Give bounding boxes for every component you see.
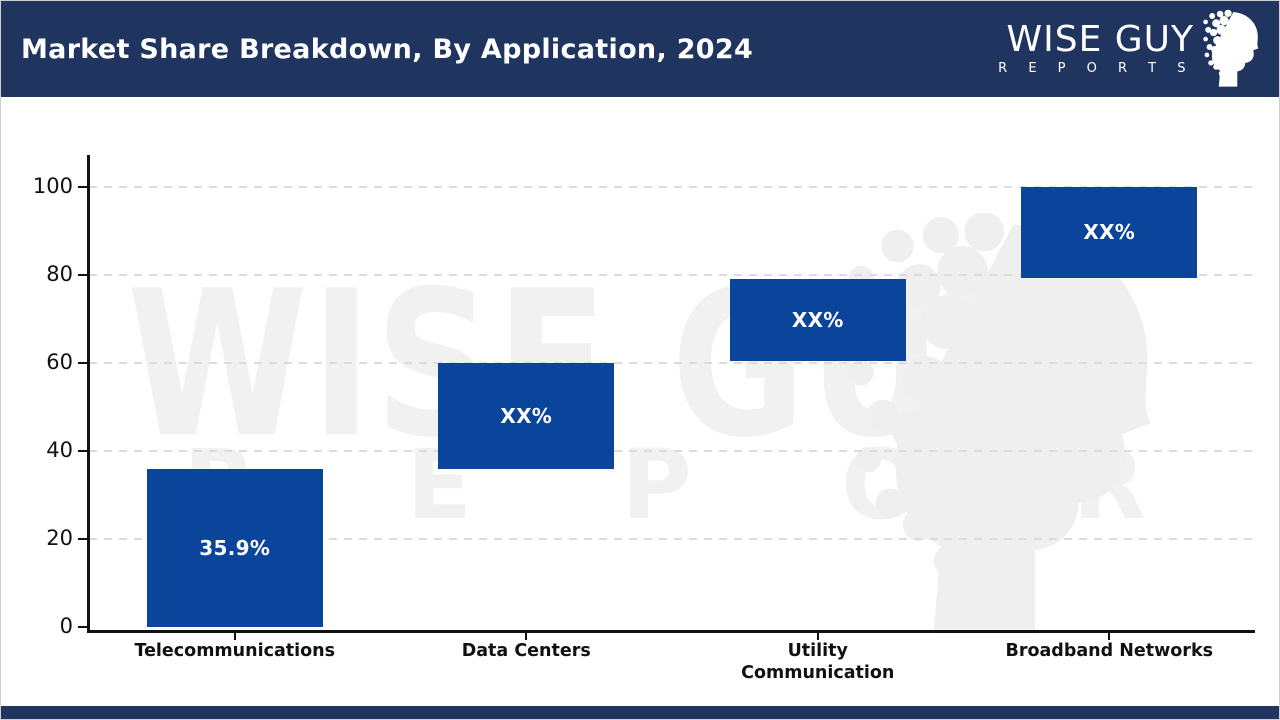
gridline (89, 450, 1255, 452)
gridline (89, 186, 1255, 188)
x-axis-tick (1108, 632, 1111, 640)
x-axis-tick (525, 632, 528, 640)
x-axis-tick (816, 632, 819, 640)
watermark-head-icon (848, 213, 1151, 634)
x-tick-label: Data Centers (461, 641, 591, 661)
header-bar: Market Share Breakdown, By Application, … (1, 1, 1279, 97)
y-tick-label: 0 (59, 614, 73, 638)
x-tick-label: Telecommunications (134, 641, 336, 661)
y-tick-label: 20 (46, 526, 73, 550)
bar-value-label: 35.9% (199, 536, 271, 560)
y-axis-tick (78, 450, 87, 452)
y-tick-label: 80 (46, 262, 73, 286)
x-tick-label: Broadband Networks (1005, 641, 1214, 661)
bar-value-label: XX% (500, 404, 553, 429)
logo-wordmark: WISE GUY (1006, 19, 1194, 60)
y-tick-label: 60 (46, 350, 73, 374)
wiseguy-head-icon (1203, 9, 1259, 87)
y-axis-tick (78, 186, 87, 188)
y-axis-line (87, 155, 90, 632)
logo-subtitle: R E P O R T S (998, 61, 1194, 76)
footer-bar (1, 706, 1279, 719)
y-tick-label: 40 (46, 438, 73, 462)
gridline (89, 274, 1255, 276)
gridline (89, 538, 1255, 540)
y-tick-label: 100 (32, 174, 73, 198)
x-axis-tick (233, 632, 236, 640)
y-axis-tick (78, 362, 87, 364)
bar-value-label: XX% (1083, 220, 1136, 245)
bar-telecommunications: 35.9% (146, 469, 323, 627)
y-axis-tick (78, 626, 87, 628)
bar-broadband-networks: XX% (1021, 187, 1198, 278)
page-title: Market Share Breakdown, By Application, … (21, 33, 754, 65)
wiseguy-logo-text: WISE GUY R E P O R T S (998, 19, 1194, 77)
y-axis-tick (78, 538, 87, 540)
bar-utility-communication: XX% (729, 278, 906, 362)
gridline (89, 362, 1255, 364)
wiseguy-logo: WISE GUY R E P O R T S (998, 9, 1265, 89)
x-tick-label: Utility Communication (741, 641, 895, 683)
bar-data-centers: XX% (438, 363, 615, 470)
y-axis-tick (78, 274, 87, 276)
x-axis-line (87, 630, 1255, 633)
bar-value-label: XX% (791, 307, 844, 332)
